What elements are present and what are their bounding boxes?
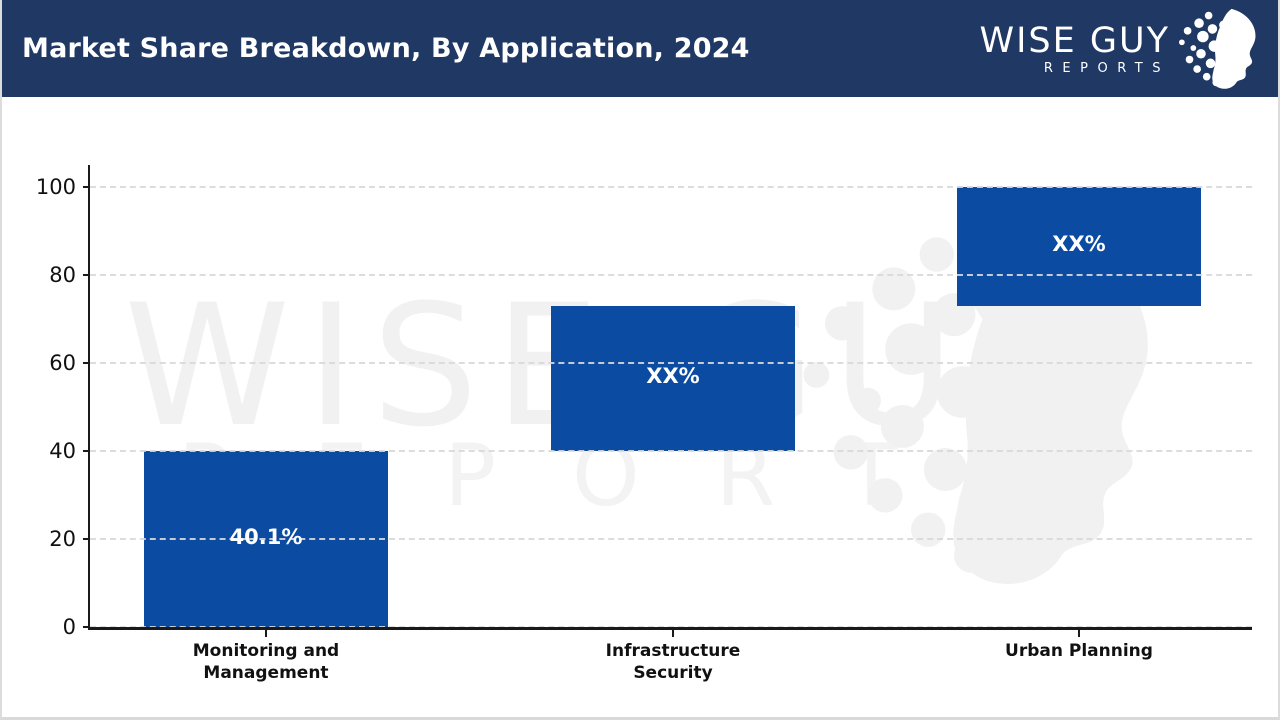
x-category-label-line: Monitoring and bbox=[192, 641, 340, 661]
x-category-label: Monitoring and Management bbox=[106, 640, 426, 684]
bar-segment bbox=[957, 187, 1201, 306]
x-tick-mark bbox=[1078, 630, 1080, 637]
logo-text: WISE GUY REPORTS bbox=[979, 22, 1170, 76]
x-axis-spine bbox=[88, 627, 1252, 630]
logo-line1: WISE GUY bbox=[979, 21, 1170, 61]
y-tick-label: 20 bbox=[49, 527, 76, 551]
y-gridline bbox=[90, 538, 1252, 540]
y-tick-label: 100 bbox=[35, 175, 76, 199]
x-tick-mark bbox=[672, 630, 674, 637]
x-tick-mark bbox=[265, 630, 267, 637]
y-tick-mark bbox=[83, 186, 90, 188]
y-tick-label: 40 bbox=[49, 439, 76, 463]
bar-segment bbox=[551, 305, 795, 451]
y-gridline bbox=[90, 362, 1252, 364]
x-category-label: Infrastructure Security bbox=[513, 640, 833, 684]
header-bar: Market Share Breakdown, By Application, … bbox=[2, 0, 1278, 97]
y-gridline bbox=[90, 450, 1252, 452]
y-tick-label: 0 bbox=[62, 615, 76, 639]
y-axis-spine bbox=[88, 165, 90, 630]
y-tick-mark bbox=[83, 626, 90, 628]
x-category-label-line: Infrastructure bbox=[605, 641, 741, 661]
watermark-face-icon bbox=[803, 224, 1148, 584]
y-tick-mark bbox=[83, 450, 90, 452]
logo-face-icon bbox=[1179, 8, 1256, 89]
y-gridline bbox=[90, 186, 1252, 188]
y-tick-label: 80 bbox=[49, 263, 76, 287]
x-category-label-line: Urban Planning bbox=[1005, 641, 1153, 661]
x-category-label-line: Management bbox=[203, 663, 329, 683]
logo-line2: REPORTS bbox=[1043, 61, 1170, 76]
bar-value-label: XX% bbox=[1052, 232, 1106, 257]
bar-value-label: 40.1% bbox=[229, 524, 303, 549]
page-title: Market Share Breakdown, By Application, … bbox=[22, 33, 750, 64]
y-tick-mark bbox=[83, 538, 90, 540]
y-tick-mark bbox=[83, 274, 90, 276]
bar-value-label: XX% bbox=[646, 364, 700, 389]
y-tick-mark bbox=[83, 362, 90, 364]
x-category-label: Urban Planning bbox=[919, 640, 1239, 662]
wiseguy-logo: WISE GUY REPORTS bbox=[979, 6, 1270, 92]
y-gridline bbox=[90, 274, 1252, 276]
y-tick-label: 60 bbox=[49, 351, 76, 375]
x-category-label-line: Security bbox=[633, 663, 713, 683]
